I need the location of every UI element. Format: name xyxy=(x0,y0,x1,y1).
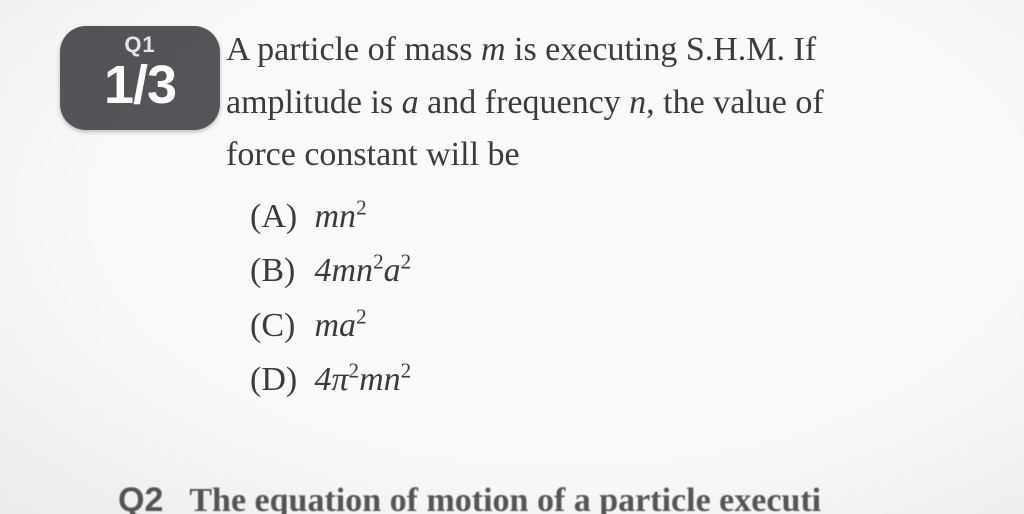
question-counter-badge: Q1 1/3 xyxy=(60,26,220,130)
option-a[interactable]: (A) mn2 xyxy=(250,190,1024,244)
option-c[interactable]: (C) ma2 xyxy=(250,299,1024,353)
question-1-stem: A particle of mass m is executing S.H.M.… xyxy=(220,22,824,182)
option-b[interactable]: (B) 4mn2a2 xyxy=(250,244,1024,298)
question-counter: 1/3 xyxy=(88,58,192,112)
stem-line1-suffix: is executing S.H.M. If xyxy=(506,31,817,68)
option-a-label: (A) xyxy=(250,190,306,244)
question-2-label: Q2 xyxy=(118,481,163,514)
question-2-text: The equation of motion of a particle exe… xyxy=(189,482,821,514)
var-m: m xyxy=(481,31,506,68)
stem-line1-prefix: A particle of mass xyxy=(226,31,481,68)
page-root: Q1 1/3 A particle of mass m is executing… xyxy=(0,0,1024,514)
var-a: a xyxy=(402,84,419,121)
question-1-row: Q1 1/3 A particle of mass m is executing… xyxy=(0,22,1024,182)
question-2-teaser: Q2 The equation of motion of a particle e… xyxy=(118,481,821,514)
options-list: (A) mn2 (B) 4mn2a2 (C) ma2 (D) 4π2mn2 xyxy=(250,190,1024,408)
stem-line2-prefix: amplitude is xyxy=(226,84,402,121)
stem-line-3: force constant will be xyxy=(226,129,824,182)
option-a-expr: mn2 xyxy=(315,198,367,235)
option-d[interactable]: (D) 4π2mn2 xyxy=(250,353,1024,407)
option-c-expr: ma2 xyxy=(315,307,367,344)
stem-line2-mid: and frequency xyxy=(419,84,630,121)
var-n: n xyxy=(629,84,646,121)
option-b-label: (B) xyxy=(250,244,306,298)
option-d-label: (D) xyxy=(250,353,306,407)
option-d-expr: 4π2mn2 xyxy=(315,361,412,398)
question-number-label: Q1 xyxy=(124,32,155,58)
stem-line-1: A particle of mass m is executing S.H.M.… xyxy=(226,24,824,77)
option-c-label: (C) xyxy=(250,299,306,353)
stem-line-2: amplitude is a and frequency n, the valu… xyxy=(226,77,824,130)
option-b-expr: 4mn2a2 xyxy=(315,252,412,289)
stem-line2-suffix: , the value of xyxy=(646,84,824,121)
